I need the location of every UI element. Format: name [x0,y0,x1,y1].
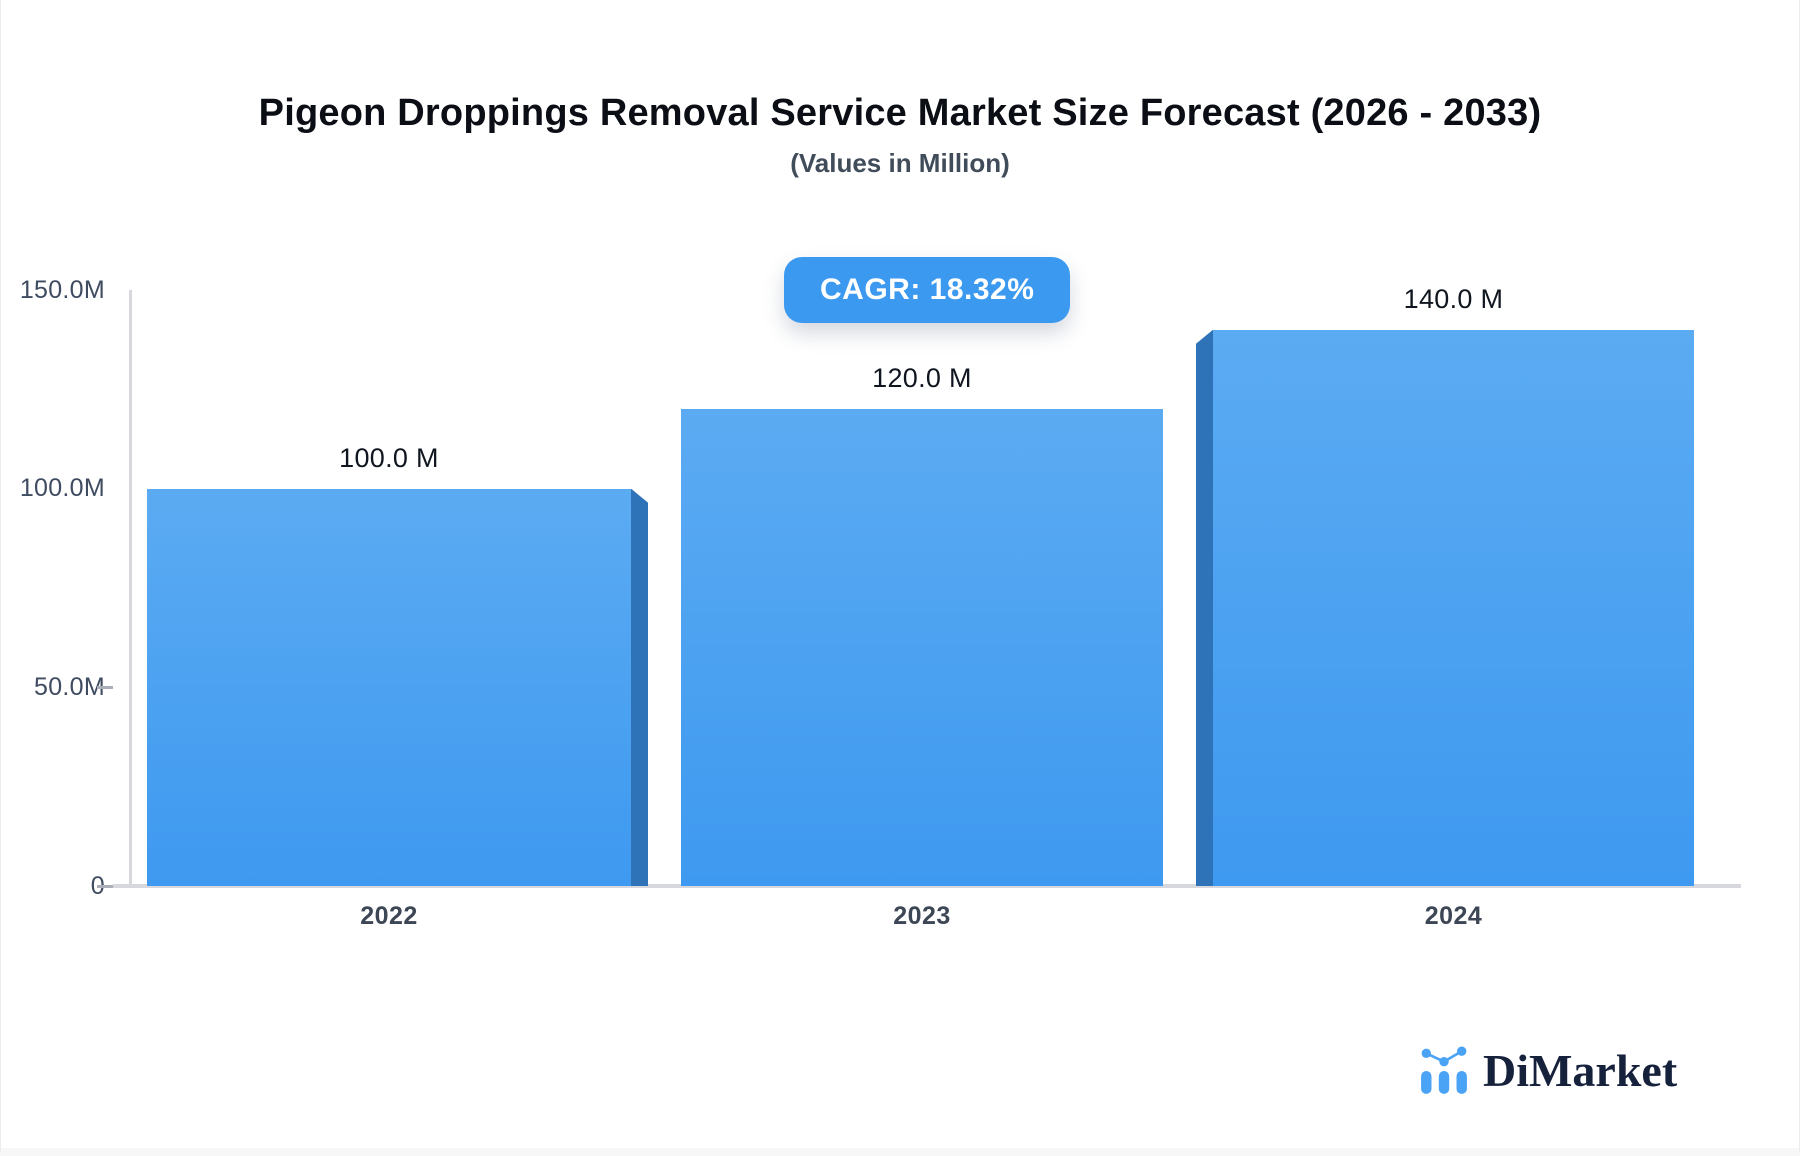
x-axis-line [113,884,1741,888]
bar-2023 [681,409,1163,886]
x-axis-label: 2024 [1424,902,1483,930]
dimarket-logo-text: DiMarket [1483,1045,1678,1096]
bar-side-panel-2024 [1196,329,1213,886]
x-axis-label: 2022 [360,902,418,930]
bar-chart-logo-icon [1421,1046,1467,1094]
y-axis-label: 50.0M [34,672,105,701]
bar-value-label: 100.0 M [339,442,439,473]
y-axis-label: 150.0M [19,275,105,304]
bottom-strip [1,1148,1799,1152]
dimarket-logo: DiMarket [1419,1046,1677,1096]
bar-side-panel-2022 [631,488,648,886]
y-axis-label: 0 [1,871,105,901]
cagr-badge: CAGR: 18.32% [784,257,1071,323]
bar-2022 [147,488,631,886]
bar-value-label: 120.0 M [872,363,972,394]
chart-title: Pigeon Droppings Removal Service Market … [258,92,1542,134]
bar-2024 [1213,329,1694,886]
chart-subtitle: (Values in Million) [790,148,1010,178]
bar-value-label: 140.0 M [1403,283,1504,314]
y-axis-tick-mark [97,885,113,888]
y-axis-label: 100.0M [19,474,105,503]
y-axis-line [129,290,132,886]
y-axis-tick-mark [97,686,113,690]
x-axis-label: 2023 [893,902,951,930]
